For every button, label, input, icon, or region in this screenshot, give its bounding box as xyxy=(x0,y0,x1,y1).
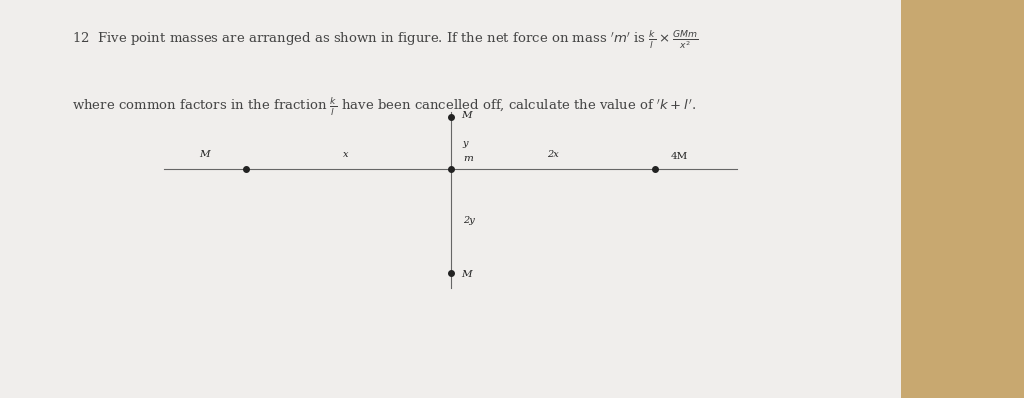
Text: 2x: 2x xyxy=(547,150,559,159)
Text: 4M: 4M xyxy=(671,152,688,161)
Text: 12  Five point masses are arranged as shown in figure. If the net force on mass : 12 Five point masses are arranged as sho… xyxy=(72,28,698,51)
Text: 2y: 2y xyxy=(463,217,474,225)
FancyBboxPatch shape xyxy=(0,0,901,398)
Text: y: y xyxy=(463,139,468,148)
Text: where common factors in the fraction $\frac{k}{l}$ have been cancelled off, calc: where common factors in the fraction $\f… xyxy=(72,96,696,118)
Text: M: M xyxy=(461,270,471,279)
Text: M: M xyxy=(200,150,210,159)
Text: x: x xyxy=(343,150,349,159)
Text: M: M xyxy=(461,111,471,120)
Text: m: m xyxy=(463,154,473,163)
